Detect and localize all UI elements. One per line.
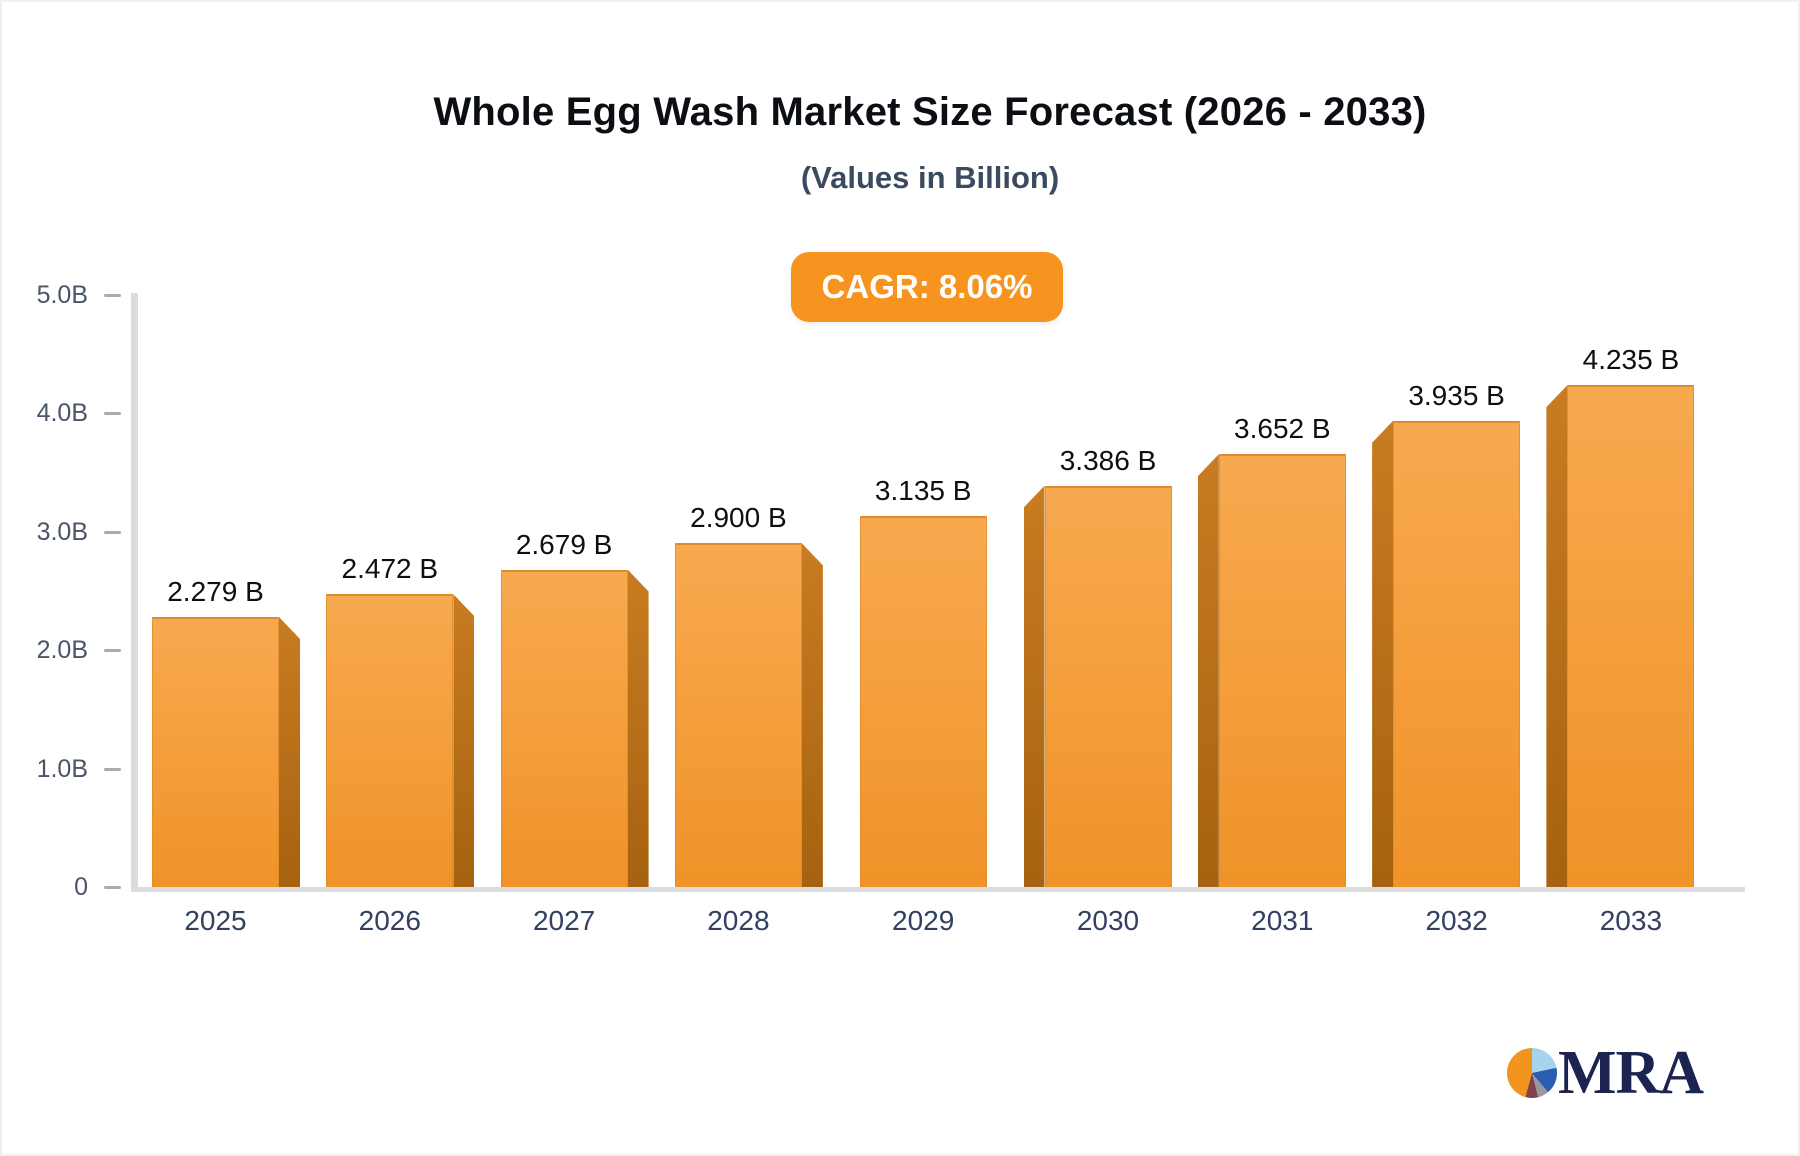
y-axis-line (131, 293, 138, 889)
bar-front-face (1393, 420, 1521, 887)
y-axis-tick-label: 1.0B (36, 754, 88, 783)
bar-value-label: 2.900 B (690, 502, 787, 534)
bar-side-face (1546, 385, 1568, 887)
y-axis-tick-mark (104, 767, 121, 771)
bar-side-face (1023, 485, 1045, 887)
bar-front-face (674, 543, 802, 887)
x-axis-line (131, 887, 1745, 892)
x-axis-label: 2029 (892, 905, 955, 936)
y-axis-tick-label: 3.0B (36, 517, 88, 546)
logo-pie-icon (1507, 1048, 1557, 1098)
y-axis-tick-label: 5.0B (36, 280, 88, 309)
x-axis-label: 2028 (707, 905, 770, 936)
bar-side-face (627, 569, 649, 887)
y-axis-tick-label: 2.0B (36, 636, 88, 664)
x-axis-label: 2031 (1251, 905, 1314, 936)
bar-front-face (152, 616, 279, 887)
x-axis-label: 2030 (1076, 905, 1140, 936)
page-title: Whole Egg Wash Market Size Forecast (202… (433, 90, 1427, 134)
x-axis-label: 2026 (358, 905, 421, 936)
bar-value-label: 3.652 B (1234, 413, 1331, 445)
page-subtitle: (Values in Billion) (800, 160, 1060, 195)
y-axis-tick-mark (104, 412, 121, 415)
x-axis-label: 2033 (1599, 905, 1663, 936)
y-axis-tick-mark (104, 886, 121, 889)
x-axis-label: 2025 (184, 905, 247, 936)
y-axis-tick-mark (104, 293, 121, 297)
y-axis-tick-mark (104, 530, 121, 534)
bar-front-face (500, 569, 628, 887)
bar-value-label: 3.935 B (1408, 379, 1505, 411)
bar-value-label: 3.135 B (874, 474, 972, 506)
y-axis-tick-label: 0 (74, 873, 88, 901)
bar-value-label: 2.679 B (515, 528, 613, 560)
logo-text: MRA (1558, 1039, 1704, 1107)
brand-logo: MRA (1500, 1040, 1740, 1110)
bar-front-face (859, 515, 987, 887)
cagr-badge: CAGR: 8.06% (791, 252, 1063, 322)
bar-value-label: 4.235 B (1582, 344, 1680, 376)
bar-side-face (279, 616, 300, 887)
y-axis-tick-mark (104, 649, 121, 652)
bar-front-face (326, 594, 454, 887)
y-axis-tick-label: 4.0B (36, 399, 88, 427)
bar-front-face (1567, 385, 1695, 887)
x-axis-label: 2032 (1425, 905, 1488, 936)
x-axis-label: 2027 (532, 905, 596, 936)
bar-side-face (801, 543, 823, 887)
bar-side-face (1372, 420, 1394, 887)
bar-side-face (453, 594, 475, 887)
bar-front-face (1218, 454, 1346, 887)
bar-value-label: 2.472 B (341, 553, 439, 585)
bar-front-face (1044, 485, 1172, 887)
bar-side-face (1197, 454, 1219, 887)
bar-value-label: 2.279 B (167, 575, 264, 607)
bar-value-label: 3.386 B (1059, 444, 1157, 476)
